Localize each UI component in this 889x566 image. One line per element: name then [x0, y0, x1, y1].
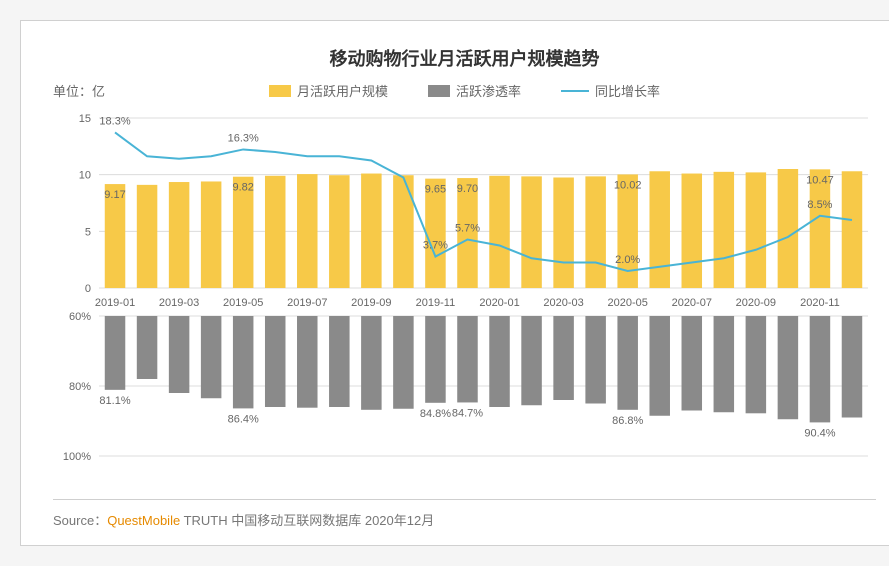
svg-text:90.4%: 90.4%	[804, 427, 835, 439]
svg-text:80%: 80%	[69, 381, 91, 393]
svg-text:15: 15	[79, 113, 91, 125]
svg-text:2.0%: 2.0%	[615, 254, 640, 266]
svg-text:2020-11: 2020-11	[800, 297, 840, 309]
svg-text:2019-01: 2019-01	[95, 297, 135, 309]
svg-text:9.70: 9.70	[457, 183, 478, 195]
legend-label-bars-top: 月活跃用户规模	[297, 81, 388, 100]
svg-text:84.7%: 84.7%	[452, 407, 483, 419]
chart-card: 移动购物行业月活跃用户规模趋势 单位：亿 月活跃用户规模 活跃渗透率 同比增长率…	[20, 20, 889, 546]
legend-bars-top: 月活跃用户规模	[269, 81, 388, 100]
svg-text:9.17: 9.17	[104, 189, 125, 201]
svg-text:86.4%: 86.4%	[228, 413, 259, 425]
svg-text:5: 5	[85, 226, 91, 238]
svg-text:2020-09: 2020-09	[736, 297, 776, 309]
svg-text:100%: 100%	[63, 451, 91, 463]
svg-text:9.82: 9.82	[232, 182, 253, 194]
chart-title: 移动购物行业月活跃用户规模趋势	[53, 45, 876, 71]
legend-label-line: 同比增长率	[595, 81, 660, 100]
svg-text:3.7%: 3.7%	[423, 240, 448, 252]
svg-text:2020-01: 2020-01	[479, 297, 519, 309]
svg-text:8.5%: 8.5%	[807, 199, 832, 211]
svg-text:16.3%: 16.3%	[228, 132, 259, 144]
legend-line: 同比增长率	[561, 81, 660, 100]
svg-text:0: 0	[85, 283, 91, 295]
svg-text:10.02: 10.02	[614, 179, 642, 191]
svg-text:84.8%: 84.8%	[420, 408, 451, 420]
legend-chip-bars-bottom	[428, 85, 450, 97]
legend-chip-line	[561, 90, 589, 92]
chart-svg: 0 5 10 15 9.17 9.82 9.65 9.70 10.02 10.47 18.3% 16.…	[53, 108, 878, 478]
legend-bars-bottom: 活跃渗透率	[428, 81, 521, 100]
source-row: Source：QuestMobile TRUTH 中国移动互联网数据库 2020…	[53, 499, 876, 529]
svg-text:5.7%: 5.7%	[455, 223, 480, 235]
svg-text:10: 10	[79, 170, 91, 182]
svg-text:2019-03: 2019-03	[159, 297, 199, 309]
svg-text:81.1%: 81.1%	[99, 395, 130, 407]
legend-label-bars-bottom: 活跃渗透率	[456, 81, 521, 100]
legend-row: 单位：亿 月活跃用户规模 活跃渗透率 同比增长率	[53, 81, 876, 100]
svg-text:2019-11: 2019-11	[416, 297, 456, 309]
svg-text:9.65: 9.65	[425, 184, 446, 196]
svg-text:86.8%: 86.8%	[612, 415, 643, 427]
svg-text:60%: 60%	[69, 311, 91, 323]
svg-text:2020-03: 2020-03	[543, 297, 583, 309]
svg-text:18.3%: 18.3%	[99, 115, 130, 127]
svg-text:2020-07: 2020-07	[672, 297, 712, 309]
svg-text:2020-05: 2020-05	[608, 297, 648, 309]
legend-chip-bars-top	[269, 85, 291, 97]
unit-label: 单位：亿	[53, 81, 105, 100]
svg-text:2019-09: 2019-09	[351, 297, 391, 309]
chart-area: 0 5 10 15 9.17 9.82 9.65 9.70 10.02 10.47 18.3% 16.…	[53, 108, 876, 478]
svg-text:2019-05: 2019-05	[223, 297, 263, 309]
svg-text:2019-07: 2019-07	[287, 297, 327, 309]
svg-text:10.47: 10.47	[806, 174, 834, 186]
